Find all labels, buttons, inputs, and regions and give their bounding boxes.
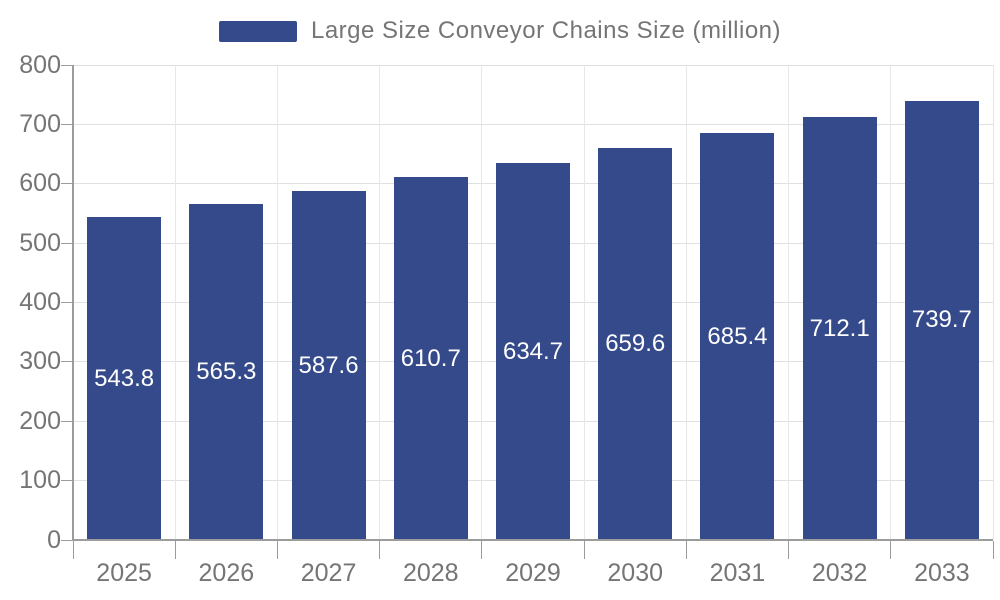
y-axis-tick	[61, 420, 73, 422]
x-axis-tick-label: 2026	[198, 559, 255, 587]
x-axis-tick	[72, 541, 74, 559]
bar-2033: 739.7	[904, 100, 979, 540]
y-axis-tick-label: 600	[19, 169, 61, 198]
x-axis-tick	[788, 541, 790, 559]
y-gridline	[73, 64, 993, 66]
plot-area: 0 100 200 300 400 500 600 700 800 543.8 2025 565.3 2…	[19, 52, 994, 587]
x-gridline	[890, 65, 892, 540]
bar-value-label: 712.1	[809, 314, 870, 342]
y-axis-tick-label: 0	[47, 525, 61, 554]
bar-value-label: 685.4	[707, 322, 768, 350]
bar-value-label: 659.6	[605, 330, 666, 358]
x-axis-tick	[890, 541, 892, 559]
y-axis-tick	[61, 302, 73, 303]
x-gridline	[583, 65, 585, 540]
x-gridline	[174, 65, 176, 540]
x-gridline	[481, 65, 483, 540]
x-axis-tick-label: 2029	[505, 559, 561, 587]
y-axis-tick-label: 400	[19, 288, 61, 316]
y-axis-tick-label: 800	[19, 50, 61, 79]
x-gridline	[992, 65, 994, 540]
x-gridline	[379, 65, 381, 540]
x-axis-line	[73, 539, 993, 541]
bar-2032: 712.1	[802, 117, 877, 540]
x-axis-tick	[481, 541, 483, 559]
bar-2030: 659.6	[598, 148, 673, 540]
bar-2028: 610.7	[393, 177, 468, 540]
y-axis-tick	[61, 361, 73, 363]
x-axis-tick-label: 2033	[914, 559, 970, 587]
x-axis-tick-label: 2028	[402, 559, 459, 587]
bar-value-label: 543.8	[94, 364, 155, 392]
bar-2025: 543.8	[87, 217, 162, 540]
x-gridline	[276, 65, 278, 540]
y-axis-tick-label: 500	[19, 228, 61, 257]
legend-label: Large Size Conveyor Chains Size (million…	[310, 17, 782, 44]
bar-value-label: 565.3	[196, 358, 257, 386]
bar-value-label: 610.7	[400, 344, 461, 372]
legend-swatch	[218, 20, 297, 42]
y-axis-tick	[61, 64, 73, 66]
x-gridline	[788, 65, 790, 540]
bar-2031: 685.4	[700, 133, 775, 540]
y-axis-tick-label: 200	[19, 406, 61, 435]
bar-value-label: 634.7	[502, 337, 564, 365]
bar-2029: 634.7	[496, 163, 570, 540]
y-axis-tick-label: 300	[19, 347, 61, 376]
y-gridline	[73, 123, 993, 125]
x-axis-tick	[583, 541, 585, 559]
x-axis-tick-label: 2032	[811, 559, 868, 587]
y-axis-tick	[61, 480, 73, 482]
y-axis-tick	[61, 123, 73, 125]
y-axis-tick-label: 700	[19, 109, 61, 138]
x-axis-tick	[379, 541, 381, 559]
x-axis-tick-label: 2030	[607, 559, 664, 587]
x-axis-tick-label: 2027	[300, 559, 357, 587]
x-axis-tick	[174, 541, 176, 559]
bar-2026: 565.3	[189, 204, 264, 540]
x-axis-tick-label: 2025	[96, 559, 152, 587]
x-axis-tick	[276, 541, 278, 559]
y-axis-tick	[61, 242, 73, 244]
bar-value-label: 739.7	[911, 306, 972, 334]
y-axis-tick-label: 100	[19, 466, 61, 495]
y-axis-tick	[61, 539, 73, 541]
legend[interactable]: Large Size Conveyor Chains Size (million…	[0, 17, 1000, 45]
x-axis-tick	[685, 541, 687, 559]
bar-2027: 587.6	[291, 191, 366, 540]
y-axis-line	[72, 65, 74, 540]
x-gridline	[685, 65, 687, 540]
y-axis-tick	[61, 183, 73, 185]
x-axis-tick-label: 2031	[709, 559, 766, 587]
x-axis-tick	[992, 541, 994, 559]
bar-value-label: 587.6	[298, 351, 359, 379]
